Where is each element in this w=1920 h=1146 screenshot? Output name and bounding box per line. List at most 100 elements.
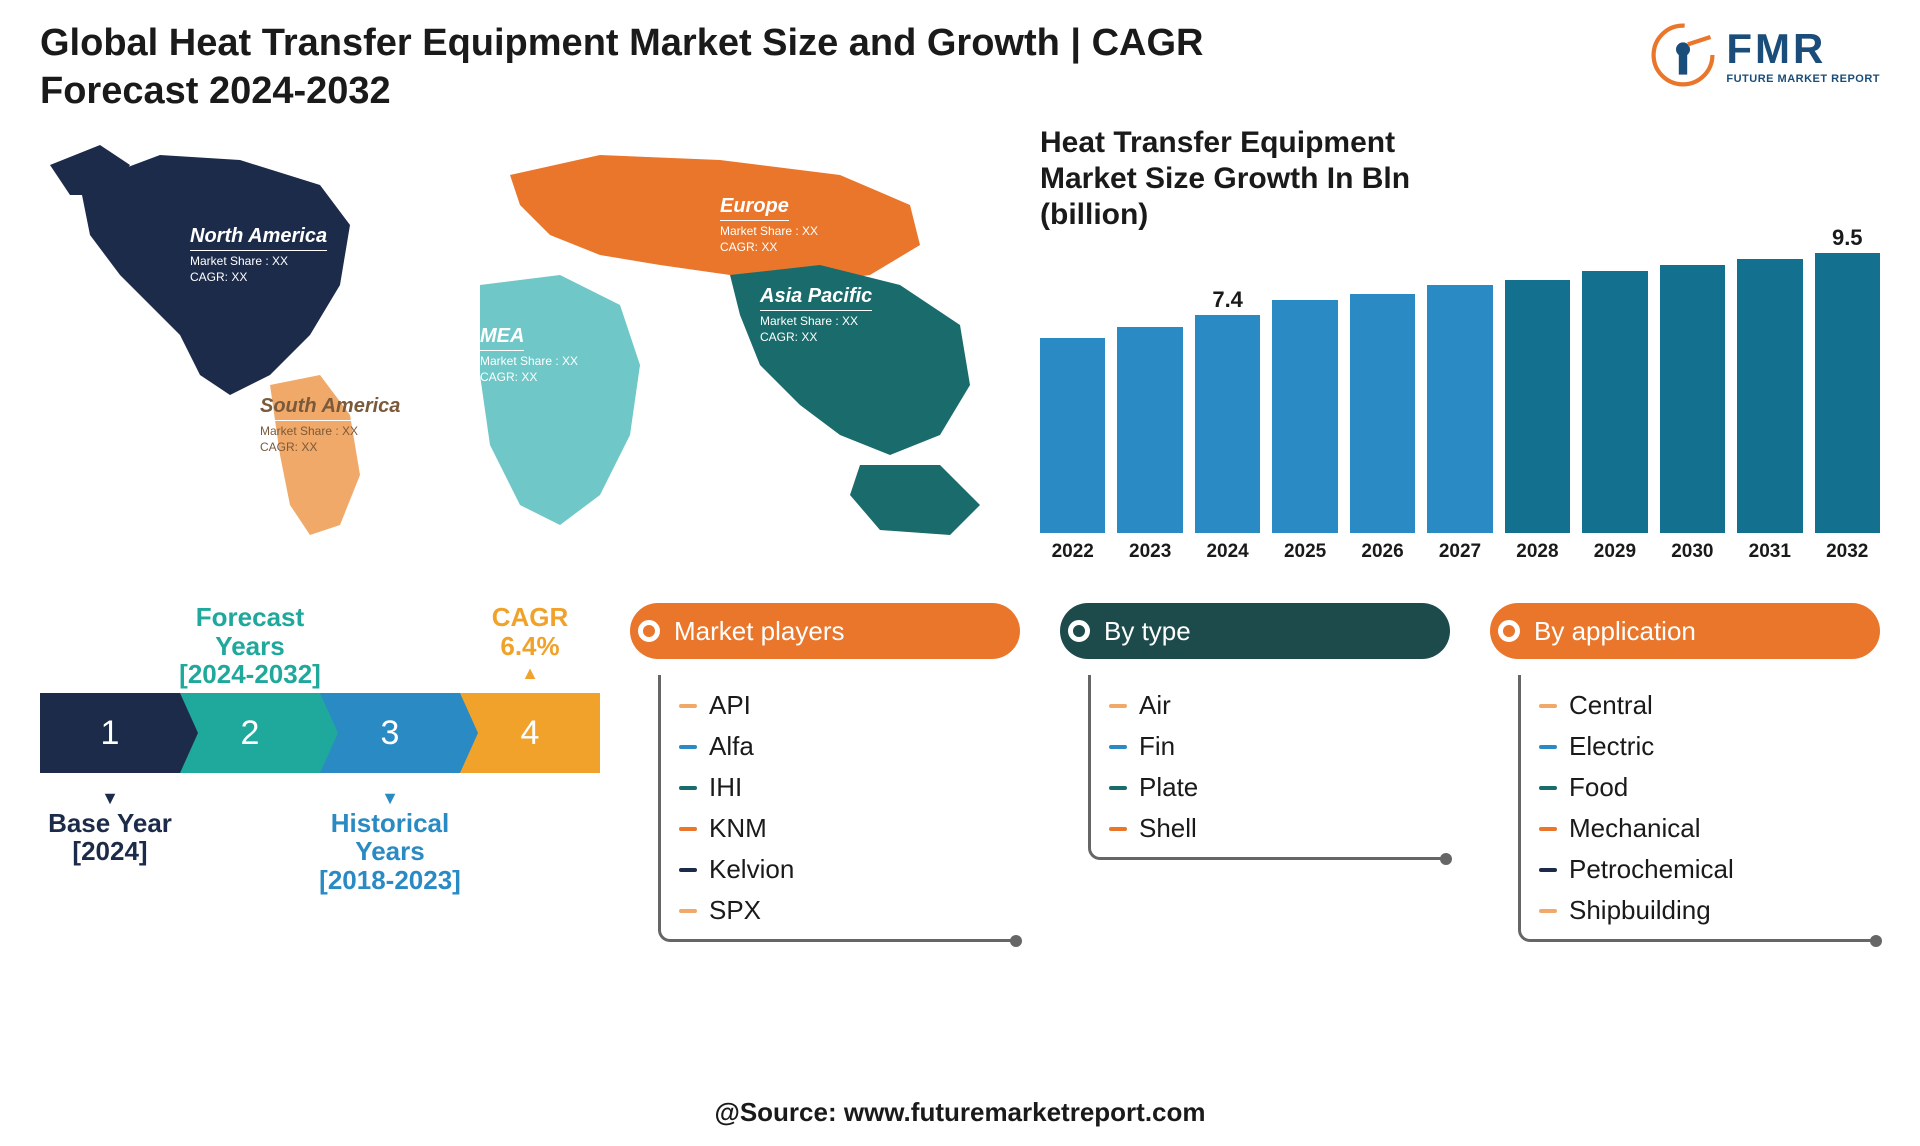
tick-icon <box>1539 704 1557 708</box>
upper-section: North AmericaMarket Share : XXCAGR: XXSo… <box>40 125 1880 563</box>
bar-rect <box>1660 265 1725 533</box>
logo-main: FMR <box>1726 25 1880 73</box>
tick-icon <box>679 786 697 790</box>
bar-year-label: 2029 <box>1594 541 1636 563</box>
timeline-seg-3: 3 <box>320 693 460 773</box>
bar-rect <box>1272 300 1337 533</box>
region-label-asia-pacific: Asia PacificMarket Share : XXCAGR: XX <box>760 285 872 345</box>
bar-rect: 7.4 <box>1195 315 1260 533</box>
timeline-label: ▼Historical Years[2018-2023] <box>300 785 480 895</box>
category-by-type: By type Air Fin Plate Shell <box>1060 603 1450 942</box>
tick-icon <box>1539 745 1557 749</box>
category-header: By type <box>1060 603 1450 659</box>
category-item: Kelvion <box>679 849 1020 890</box>
bar-rect <box>1427 285 1492 533</box>
bar-2028: 2028 <box>1505 280 1570 563</box>
category-dot-icon <box>1068 620 1090 642</box>
bar-2025: 2025 <box>1272 300 1337 563</box>
category-item: Electric <box>1539 726 1880 767</box>
category-item: Shipbuilding <box>1539 890 1880 931</box>
bar-2024: 7.4 2024 <box>1195 315 1260 563</box>
timeline: Forecast Years[2024-2032]▲CAGR6.4%▲ 1234… <box>40 603 600 873</box>
category-item: IHI <box>679 767 1020 808</box>
bar-2029: 2029 <box>1582 271 1647 563</box>
bar-year-label: 2032 <box>1826 541 1868 563</box>
world-map: North AmericaMarket Share : XXCAGR: XXSo… <box>40 125 1000 545</box>
category-item: API <box>679 685 1020 726</box>
tick-icon <box>1109 827 1127 831</box>
tick-icon <box>1539 786 1557 790</box>
category-list: Air Fin Plate Shell <box>1088 675 1450 860</box>
bar-2031: 2031 <box>1737 259 1802 563</box>
category-item: Fin <box>1109 726 1450 767</box>
bar-2027: 2027 <box>1427 285 1492 563</box>
tick-icon <box>679 704 697 708</box>
category-item-label: API <box>709 690 751 721</box>
category-item: KNM <box>679 808 1020 849</box>
logo-text: FMR FUTURE MARKET REPORT <box>1726 25 1880 85</box>
bar-rect <box>1117 327 1182 533</box>
category-dot-icon <box>638 620 660 642</box>
logo-icon <box>1648 20 1718 90</box>
region-label-south-america: South AmericaMarket Share : XXCAGR: XX <box>260 395 400 455</box>
category-item-label: Mechanical <box>1569 813 1701 844</box>
bar-2032: 9.5 2032 <box>1815 253 1880 563</box>
bar-rect <box>1040 338 1105 533</box>
region-label-mea: MEAMarket Share : XXCAGR: XX <box>480 325 578 385</box>
category-item: Air <box>1109 685 1450 726</box>
bar-chart: Heat Transfer Equipment Market Size Grow… <box>1020 125 1880 563</box>
category-item-label: Electric <box>1569 731 1654 762</box>
bar-2022: 2022 <box>1040 338 1105 563</box>
bar-value-label: 7.4 <box>1212 287 1243 313</box>
category-item: Plate <box>1109 767 1450 808</box>
category-header: Market players <box>630 603 1020 659</box>
category-item-label: KNM <box>709 813 767 844</box>
tick-icon <box>679 909 697 913</box>
category-item-label: Central <box>1569 690 1653 721</box>
category-item-label: Petrochemical <box>1569 854 1734 885</box>
bar-year-label: 2028 <box>1516 541 1558 563</box>
timeline-bar: 1234 <box>40 693 600 773</box>
source-text: @Source: www.futuremarketreport.com <box>714 1097 1205 1128</box>
header: Global Heat Transfer Equipment Market Si… <box>40 20 1880 115</box>
category-title: Market players <box>674 616 845 647</box>
tick-icon <box>1539 868 1557 872</box>
bar-2026: 2026 <box>1350 294 1415 563</box>
category-item: SPX <box>679 890 1020 931</box>
chart-title: Heat Transfer Equipment Market Size Grow… <box>1040 125 1460 233</box>
timeline-label: ▼Base Year[2024] <box>20 785 200 866</box>
timeline-seg-1: 1 <box>40 693 180 773</box>
timeline-label: CAGR6.4%▲ <box>440 603 620 684</box>
category-item: Shell <box>1109 808 1450 849</box>
category-item-label: SPX <box>709 895 761 926</box>
bar-year-label: 2024 <box>1206 541 1248 563</box>
category-item-label: Kelvion <box>709 854 794 885</box>
category-item: Petrochemical <box>1539 849 1880 890</box>
category-item-label: Plate <box>1139 772 1198 803</box>
category-item: Food <box>1539 767 1880 808</box>
logo-sub: FUTURE MARKET REPORT <box>1726 73 1880 85</box>
region-label-europe: EuropeMarket Share : XXCAGR: XX <box>720 195 818 255</box>
tick-icon <box>1539 909 1557 913</box>
category-item-label: Alfa <box>709 731 754 762</box>
timeline-seg-4: 4 <box>460 693 600 773</box>
category-item-label: Food <box>1569 772 1628 803</box>
category-item: Central <box>1539 685 1880 726</box>
bars-container: 202220237.420242025202620272028202920302… <box>1040 253 1880 563</box>
tick-icon <box>1539 827 1557 831</box>
bar-rect <box>1737 259 1802 533</box>
category-item-label: Fin <box>1139 731 1175 762</box>
bar-year-label: 2022 <box>1052 541 1094 563</box>
category-item-label: Shell <box>1139 813 1197 844</box>
category-by-application: By applicationCentralElectricFoodMechani… <box>1490 603 1880 942</box>
tick-icon <box>1109 704 1127 708</box>
timeline-seg-2: 2 <box>180 693 320 773</box>
bar-rect: 9.5 <box>1815 253 1880 533</box>
page-title: Global Heat Transfer Equipment Market Si… <box>40 20 1340 115</box>
bar-rect <box>1582 271 1647 533</box>
category-title: By type <box>1104 616 1191 647</box>
bar-year-label: 2026 <box>1361 541 1403 563</box>
tick-icon <box>1109 745 1127 749</box>
category-dot-icon <box>1498 620 1520 642</box>
tick-icon <box>679 868 697 872</box>
